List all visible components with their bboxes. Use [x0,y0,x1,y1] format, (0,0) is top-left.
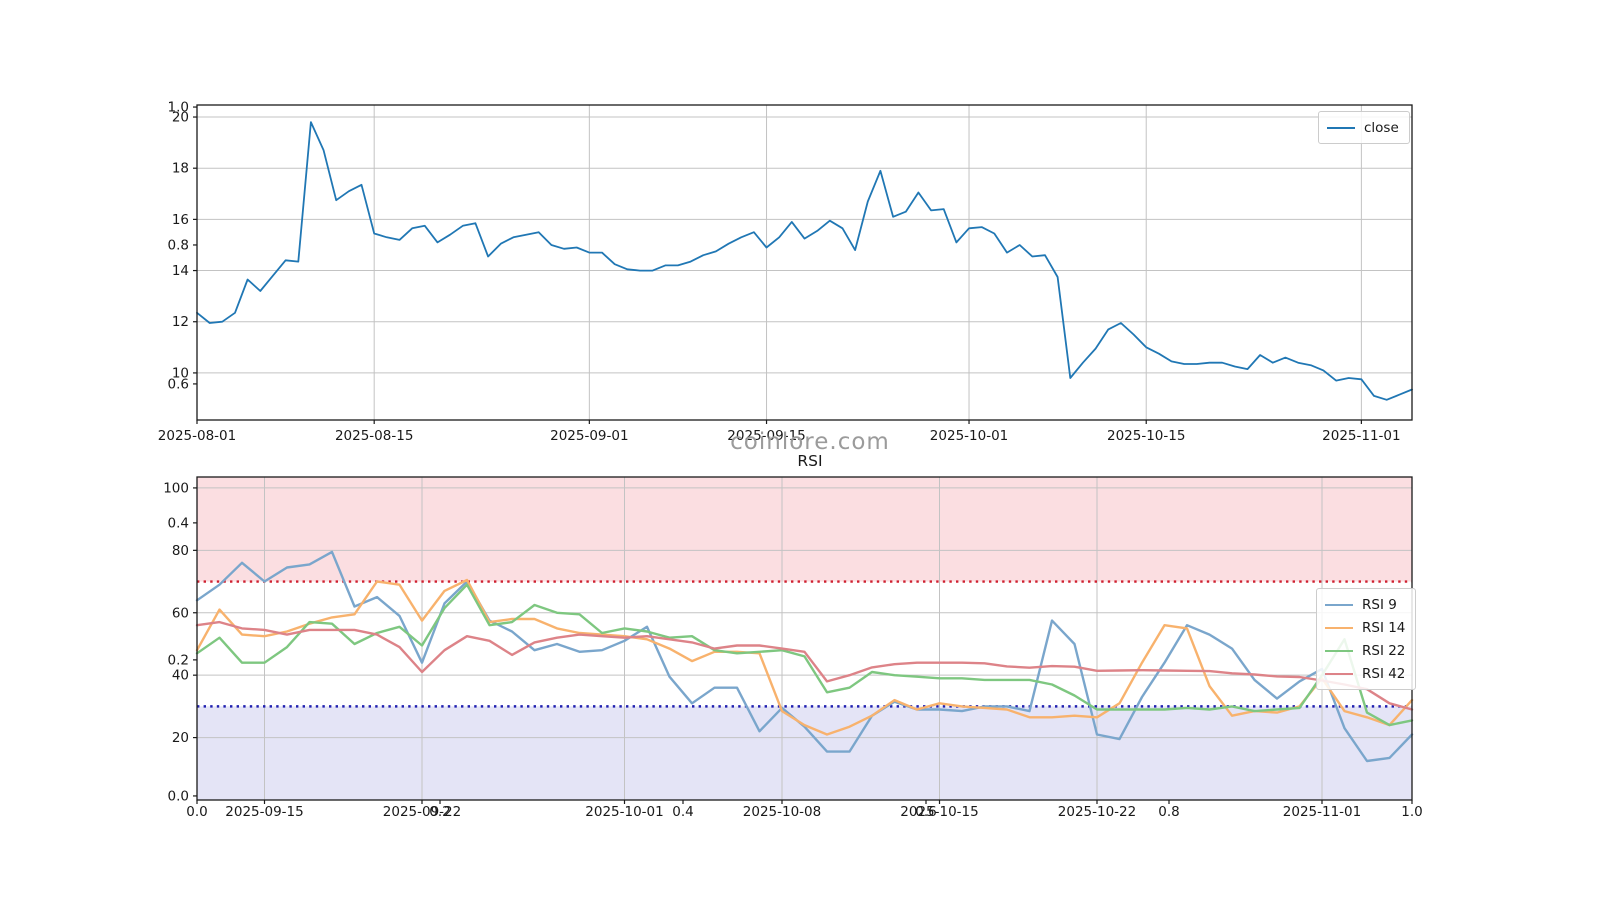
rsi-panel-title: RSI [797,452,823,470]
x-tick-label: 2025-10-08 [743,804,821,820]
overbought-band [197,477,1412,582]
secondary-y-tick-label: 0.8 [168,237,189,253]
panel-rsi: 20 40 60 80 100 0.4 0.2 0.0 2025-09-15 2025-09-22… [163,476,1423,820]
secondary-y-tick-label: 0.6 [168,376,189,392]
legend-line-swatch [1327,126,1355,129]
y-tick-label: 10 [172,365,189,381]
secondary-x-tick-label: 0.6 [915,804,936,820]
secondary-x-tick-label: 0.8 [1158,804,1179,820]
x-tick-label: 2025-08-01 [158,428,236,444]
legend-label: RSI 14 [1362,619,1406,636]
legend-item-rsi-42: RSI 42 [1325,662,1405,685]
secondary-y-tick-label: 0.2 [168,652,189,668]
y-tick-label: 14 [172,263,189,279]
legend-rsi: RSI 9 RSI 14 RSI 22 RSI 42 [1316,588,1417,690]
panel-price: 10 12 14 16 18 201.0 0.8 0.6 2025-08-01 2025-08-1… [158,100,1413,444]
x-tick-label: 2025-09-15 [225,804,303,820]
y-tick-label: 12 [172,314,189,330]
x-tick-label: 2025-09-15 [727,428,805,444]
y-tick-label: 18 [172,161,189,177]
secondary-x-tick-label: 0.4 [672,804,693,820]
secondary-x-tick-label: 1.0 [1401,804,1422,820]
legend-line-swatch [1325,626,1353,629]
y-tick-label: 60 [172,605,189,621]
x-tick-label: 2025-11-01 [1322,428,1400,444]
x-tick-label: 2025-09-01 [550,428,628,444]
price-spines [196,104,1413,421]
rsi-9-line [195,550,1414,763]
secondary-y-tick-label: 1.0 [168,100,189,116]
oversold-band [197,706,1412,800]
x-tick-label: 2025-10-15 [1107,428,1185,444]
legend-item-rsi-14: RSI 14 [1325,616,1405,639]
x-tick-label: 2025-11-01 [1283,804,1361,820]
x-tick-label: 2025-10-01 [930,428,1008,444]
price-plot-area [197,105,1412,420]
legend-item-rsi-22: RSI 22 [1325,639,1405,662]
legend-line-swatch [1325,672,1353,675]
rsi-42-line [195,620,1414,711]
secondary-x-tick-label: 0.2 [429,804,450,820]
y-tick-label: 40 [172,668,189,684]
secondary-y-tick-label: 0.0 [168,788,189,804]
legend-label: RSI 9 [1362,596,1397,613]
y-tick-label: 20 [172,730,189,746]
y-tick-label: 80 [172,543,189,559]
x-tick-label: 2025-10-01 [585,804,663,820]
x-tick-label: 2025-10-22 [1058,804,1136,820]
x-tick-label: 2025-09-22 [383,804,461,820]
legend-item-close: close [1327,116,1399,139]
legend-label: RSI 22 [1362,642,1406,659]
legend-line-swatch [1325,603,1353,606]
legend-label: RSI 42 [1362,665,1406,682]
x-tick-label: 2025-08-15 [335,428,413,444]
secondary-x-tick-label: 0.0 [186,804,207,820]
x-tick-label: 2025-10-15 [900,804,978,820]
legend-item-rsi-9: RSI 9 [1325,593,1405,616]
legend-label: close [1364,119,1399,136]
y-tick-label: 16 [172,212,189,228]
secondary-y-tick-label: 0.4 [168,515,189,531]
legend-line-swatch [1325,649,1353,652]
y-tick-label: 20 [172,110,189,126]
rsi-22-line [195,583,1414,727]
legend-close: close [1318,111,1410,144]
rsi-14-line [195,578,1414,736]
watermark: coinlore.com [730,429,890,455]
close-line [196,121,1413,401]
y-tick-label: 100 [163,480,189,496]
